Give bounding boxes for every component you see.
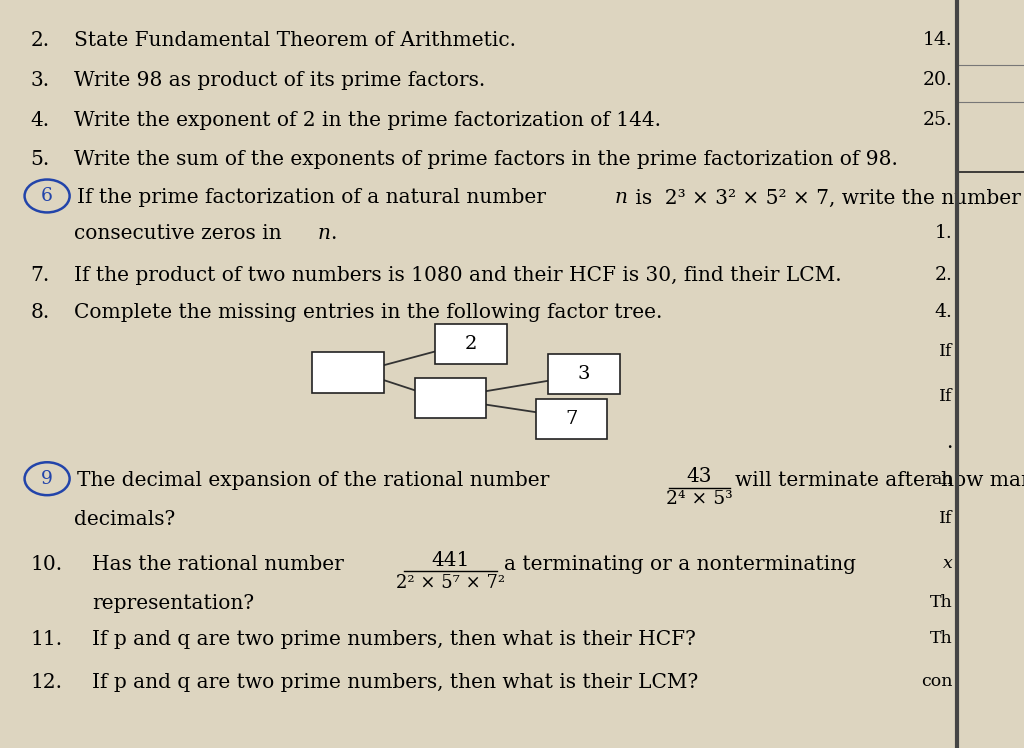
Text: 2² × 5⁷ × 7²: 2² × 5⁷ × 7² <box>396 574 505 592</box>
Text: 2⁴ × 5³: 2⁴ × 5³ <box>666 490 733 508</box>
FancyBboxPatch shape <box>415 378 486 418</box>
Text: Write the exponent of 2 in the prime factorization of 144.: Write the exponent of 2 in the prime fac… <box>74 111 660 129</box>
Text: Th: Th <box>930 594 952 611</box>
Text: Write the sum of the exponents of prime factors in the prime factorization of 98: Write the sum of the exponents of prime … <box>74 150 898 168</box>
Text: a terminating or a nonterminating: a terminating or a nonterminating <box>504 555 856 574</box>
Text: 25.: 25. <box>923 111 952 129</box>
Text: 2: 2 <box>465 335 477 353</box>
Text: Has the rational number: Has the rational number <box>92 555 344 574</box>
Text: Complete the missing entries in the following factor tree.: Complete the missing entries in the foll… <box>74 303 663 322</box>
Text: .: . <box>946 433 952 453</box>
FancyBboxPatch shape <box>312 352 384 393</box>
Text: If the prime factorization of a natural number: If the prime factorization of a natural … <box>77 188 552 207</box>
Text: n: n <box>614 188 628 207</box>
Text: 8.: 8. <box>31 303 50 322</box>
Text: If: If <box>939 388 952 405</box>
Text: 3.: 3. <box>31 71 50 90</box>
Text: x: x <box>942 555 952 572</box>
Text: If the product of two numbers is 1080 and their HCF is 30, find their LCM.: If the product of two numbers is 1080 an… <box>74 266 842 284</box>
Text: 6: 6 <box>41 187 53 205</box>
Text: 43: 43 <box>687 468 712 486</box>
Text: Th: Th <box>930 630 952 647</box>
Text: State Fundamental Theorem of Arithmetic.: State Fundamental Theorem of Arithmetic. <box>74 31 516 50</box>
Text: is  2³ × 3² × 5² × 7, write the number of: is 2³ × 3² × 5² × 7, write the number of <box>629 188 1024 207</box>
FancyBboxPatch shape <box>536 399 607 439</box>
Text: 4.: 4. <box>31 111 50 129</box>
Text: 1.: 1. <box>935 224 952 242</box>
Text: con: con <box>921 673 952 690</box>
Text: n: n <box>317 224 331 243</box>
Text: consecutive zeros in: consecutive zeros in <box>74 224 288 243</box>
Text: The decimal expansion of the rational number: The decimal expansion of the rational nu… <box>77 471 549 490</box>
Text: 7.: 7. <box>31 266 50 284</box>
Text: 10.: 10. <box>31 555 62 574</box>
Text: If: If <box>939 343 952 360</box>
Text: Write 98 as product of its prime factors.: Write 98 as product of its prime factors… <box>74 71 485 90</box>
Text: If: If <box>939 510 952 527</box>
Text: 2.: 2. <box>31 31 50 50</box>
Text: .: . <box>330 224 336 243</box>
Text: representation?: representation? <box>92 594 254 613</box>
Text: 14.: 14. <box>923 31 952 49</box>
Text: 9: 9 <box>41 470 53 488</box>
Text: 441: 441 <box>431 551 470 570</box>
Text: If p and q are two prime numbers, then what is their HCF?: If p and q are two prime numbers, then w… <box>92 630 696 649</box>
Text: 12.: 12. <box>31 673 62 692</box>
FancyBboxPatch shape <box>435 324 507 364</box>
Text: 2.: 2. <box>935 266 952 283</box>
Text: 11.: 11. <box>31 630 62 649</box>
Text: If p and q are two prime numbers, then what is their LCM?: If p and q are two prime numbers, then w… <box>92 673 698 692</box>
Text: 20.: 20. <box>923 71 952 89</box>
Text: 4.: 4. <box>935 303 952 321</box>
Text: an: an <box>931 471 952 488</box>
FancyBboxPatch shape <box>548 354 620 394</box>
Text: 3: 3 <box>578 365 590 383</box>
Text: will terminate after how many: will terminate after how many <box>735 471 1024 490</box>
Text: decimals?: decimals? <box>74 510 175 529</box>
Text: 7: 7 <box>565 410 578 428</box>
Text: 5.: 5. <box>31 150 50 168</box>
